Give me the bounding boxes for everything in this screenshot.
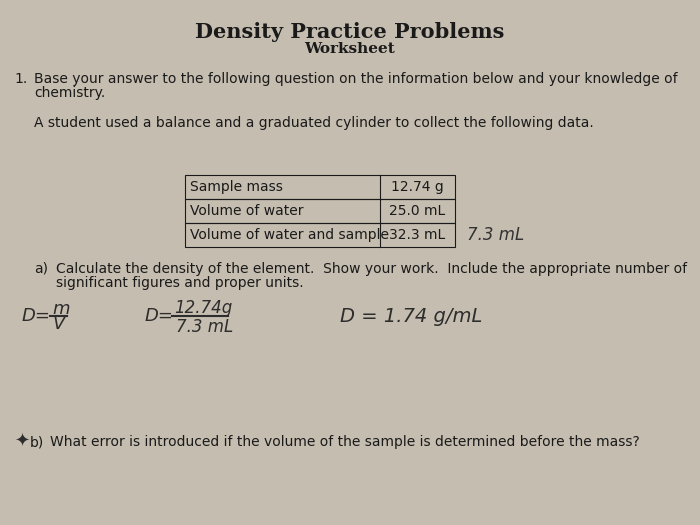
Text: Sample mass: Sample mass	[190, 180, 283, 194]
Text: 7.3 mL: 7.3 mL	[176, 318, 233, 336]
Text: 7.3 mL: 7.3 mL	[467, 226, 524, 244]
Text: chemistry.: chemistry.	[34, 86, 105, 100]
Text: 1.: 1.	[14, 72, 27, 86]
Text: b): b)	[30, 435, 44, 449]
Text: 12.74 g: 12.74 g	[391, 180, 444, 194]
Text: Calculate the density of the element.  Show your work.  Include the appropriate : Calculate the density of the element. Sh…	[56, 262, 687, 276]
Text: ✦: ✦	[14, 433, 29, 451]
Text: 32.3 mL: 32.3 mL	[389, 228, 446, 242]
Text: significant figures and proper units.: significant figures and proper units.	[56, 276, 304, 290]
Text: Density Practice Problems: Density Practice Problems	[195, 22, 505, 42]
Text: What error is introduced if the volume of the sample is determined before the ma: What error is introduced if the volume o…	[50, 435, 640, 449]
Text: A student used a balance and a graduated cylinder to collect the following data.: A student used a balance and a graduated…	[34, 116, 594, 130]
Bar	[185, 223, 455, 247]
Text: V: V	[53, 315, 65, 333]
Text: D = 1.74 g/mL: D = 1.74 g/mL	[340, 307, 482, 326]
Bar	[185, 175, 455, 199]
Text: Worksheet: Worksheet	[304, 42, 395, 56]
Text: Volume of water: Volume of water	[190, 204, 304, 218]
Text: a): a)	[34, 262, 48, 276]
Text: Volume of water and sample: Volume of water and sample	[190, 228, 389, 242]
Text: 12.74g: 12.74g	[174, 299, 232, 317]
Text: 25.0 mL: 25.0 mL	[389, 204, 446, 218]
Text: D=: D=	[145, 307, 174, 325]
Text: m: m	[52, 300, 69, 318]
Bar	[185, 199, 455, 223]
Text: D=: D=	[22, 307, 51, 325]
Text: Base your answer to the following question on the information below and your kno: Base your answer to the following questi…	[34, 72, 678, 86]
